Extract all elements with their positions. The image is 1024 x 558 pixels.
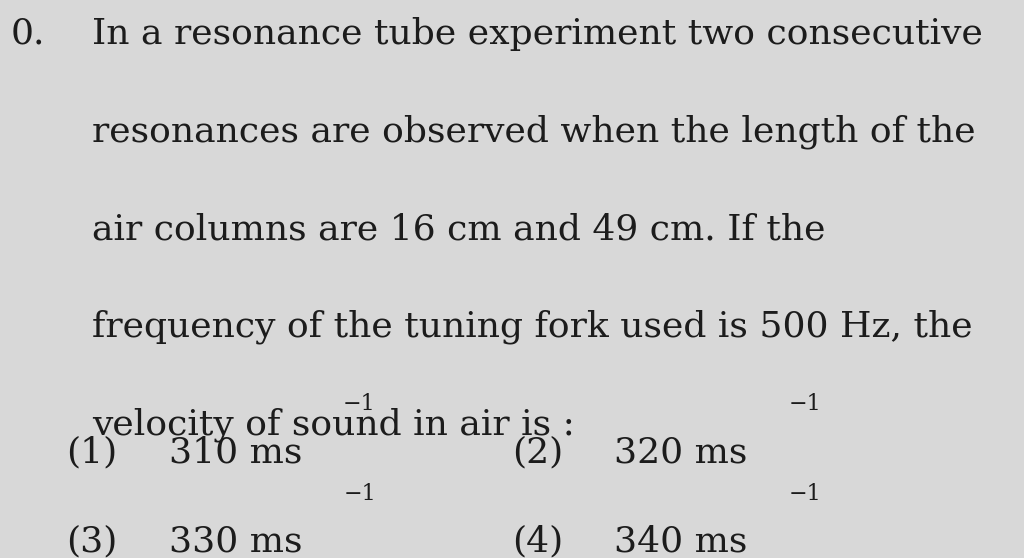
Text: −1: −1 xyxy=(788,393,821,415)
Text: 340 ms: 340 ms xyxy=(614,525,748,558)
Text: (4): (4) xyxy=(512,525,563,558)
Text: (1): (1) xyxy=(67,435,118,469)
Text: (2): (2) xyxy=(512,435,563,469)
Text: −1: −1 xyxy=(343,393,376,415)
Text: velocity of sound in air is :: velocity of sound in air is : xyxy=(92,407,575,442)
Text: 310 ms: 310 ms xyxy=(169,435,302,469)
Text: −1: −1 xyxy=(788,483,821,504)
Text: frequency of the tuning fork used is 500 Hz, the: frequency of the tuning fork used is 500… xyxy=(92,310,973,344)
Text: (3): (3) xyxy=(67,525,118,558)
Text: −1: −1 xyxy=(343,483,376,504)
Text: 330 ms: 330 ms xyxy=(169,525,302,558)
Text: 0.: 0. xyxy=(10,17,45,51)
Text: 320 ms: 320 ms xyxy=(614,435,748,469)
Text: resonances are observed when the length of the: resonances are observed when the length … xyxy=(92,114,976,149)
Text: air columns are 16 cm and 49 cm. If the: air columns are 16 cm and 49 cm. If the xyxy=(92,212,825,246)
Text: In a resonance tube experiment two consecutive: In a resonance tube experiment two conse… xyxy=(92,17,983,51)
